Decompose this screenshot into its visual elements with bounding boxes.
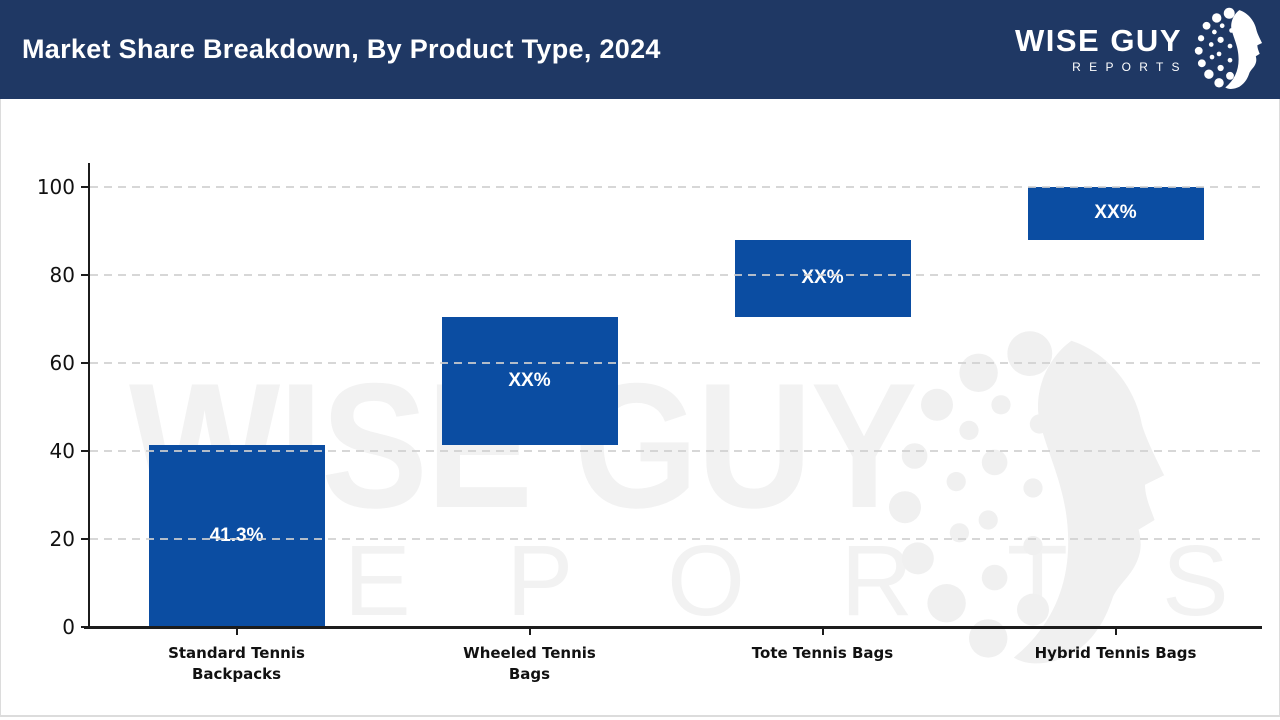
y-tick-label-20: 20 bbox=[49, 527, 75, 552]
x-tick-mark-2 bbox=[821, 627, 824, 635]
gridline-40 bbox=[90, 450, 1262, 453]
bar-2: XX% bbox=[734, 239, 911, 317]
x-tick-mark-3 bbox=[1114, 627, 1117, 635]
y-tick-mark-60 bbox=[81, 362, 88, 365]
y-tick-mark-100 bbox=[81, 186, 88, 189]
gridline-20 bbox=[90, 538, 1262, 541]
y-axis-line bbox=[88, 163, 90, 627]
x-category-label-1: Wheeled Tennis Bags bbox=[463, 644, 596, 683]
gridline-80 bbox=[90, 274, 1262, 277]
y-tick-label-80: 80 bbox=[49, 263, 75, 288]
x-category-label-2: Tote Tennis Bags bbox=[751, 644, 894, 662]
logo-face-icon bbox=[1194, 7, 1263, 89]
y-tick-mark-80 bbox=[81, 274, 88, 277]
bar-value-label-3: XX% bbox=[1094, 202, 1137, 224]
y-tick-mark-40 bbox=[81, 450, 88, 453]
bar-3: XX% bbox=[1027, 187, 1204, 240]
x-tick-mark-0 bbox=[235, 627, 238, 635]
gridline-60 bbox=[90, 362, 1262, 365]
bar-1: XX% bbox=[441, 316, 618, 446]
y-tick-mark-0 bbox=[81, 626, 88, 628]
logo-wordmark-line2: R E P O R T S bbox=[1072, 60, 1182, 74]
logo-wordmark-line1: WISE GUY bbox=[1014, 23, 1182, 58]
y-tick-label-0: 0 bbox=[62, 615, 75, 639]
x-axis-line bbox=[84, 626, 1262, 629]
y-tick-label-100: 100 bbox=[36, 175, 75, 200]
plot-area: 0 20 40 60 80 100 41.3% Standard Tennis Backpack… bbox=[37, 163, 1262, 683]
y-tick-mark-20 bbox=[81, 538, 88, 541]
bottom-border-line bbox=[0, 715, 1280, 717]
bar-value-label-2: XX% bbox=[801, 267, 844, 289]
bar-0: 41.3% bbox=[148, 445, 325, 627]
bar-value-label-1: XX% bbox=[508, 369, 551, 391]
x-tick-mark-1 bbox=[528, 627, 531, 635]
x-category-label-3: Hybrid Tennis Bags bbox=[1034, 644, 1197, 662]
bar-value-label-0: 41.3% bbox=[209, 525, 264, 547]
header-banner: Market Share Breakdown, By Product Type,… bbox=[0, 0, 1280, 99]
wise-guy-reports-logo: WISE GUY R E P O R T S bbox=[1015, 7, 1280, 93]
logo-wordmark: WISE GUY R E P O R T S bbox=[1015, 25, 1182, 74]
watermark-face-icon bbox=[889, 331, 1165, 664]
gridline-100 bbox=[90, 186, 1262, 189]
x-category-label-0: Standard Tennis Backpacks bbox=[168, 644, 305, 683]
y-tick-label-60: 60 bbox=[49, 351, 75, 376]
page-title: Market Share Breakdown, By Product Type,… bbox=[22, 34, 661, 64]
y-tick-label-40: 40 bbox=[49, 439, 75, 464]
